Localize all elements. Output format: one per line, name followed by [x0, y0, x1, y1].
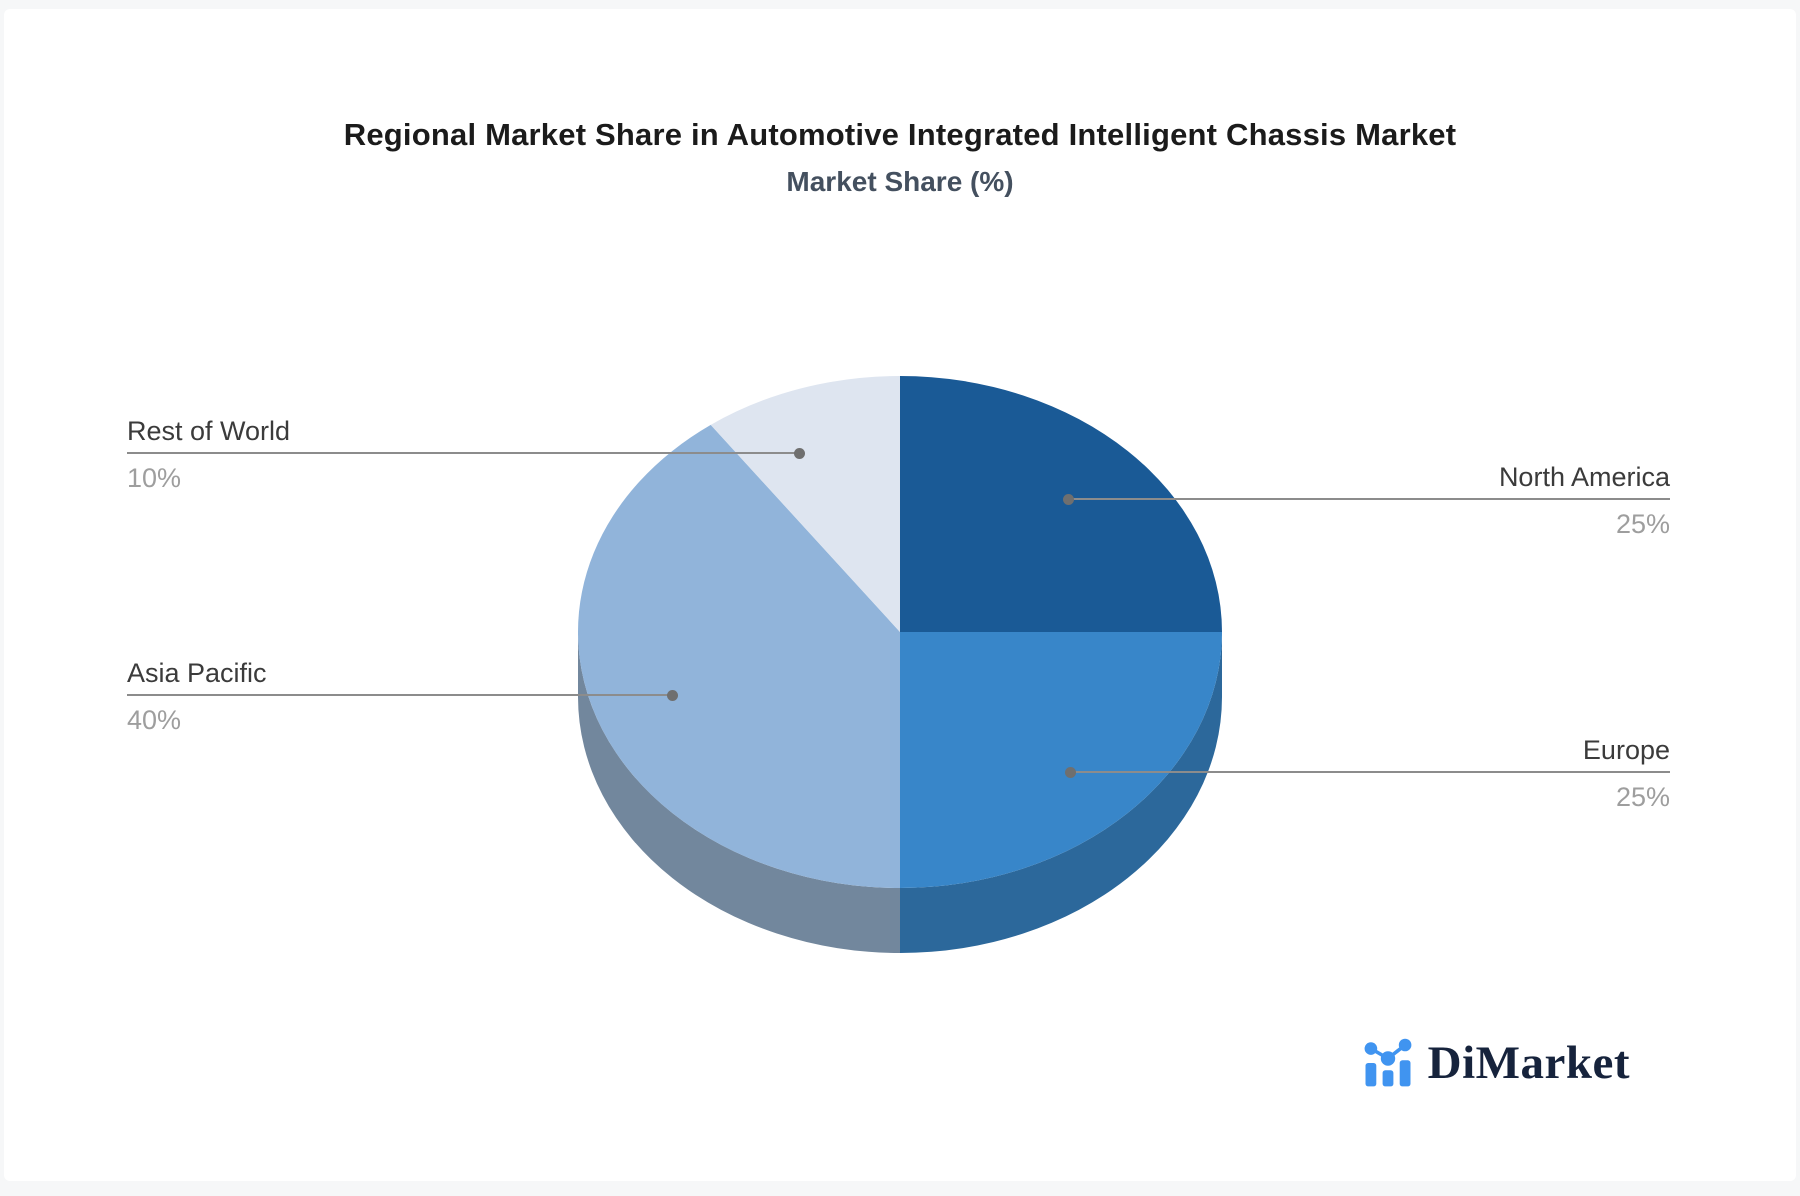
callout-label: Europe — [1582, 735, 1670, 765]
leader-line — [127, 690, 678, 701]
callout-value: 40% — [127, 705, 182, 735]
pie-slice-asia-pacific[interactable] — [577, 424, 900, 888]
brand-logo: DiMarket — [1361, 1036, 1630, 1090]
bar-line-chart-icon — [1364, 1038, 1412, 1087]
chart-title: Regional Market Share in Automotive Inte… — [343, 117, 1457, 152]
leader-dot — [1063, 494, 1074, 505]
callout-rest-of-world: Rest of World 10% — [127, 413, 805, 495]
leader-line — [1063, 494, 1670, 505]
logo-text: DiMarket — [1427, 1037, 1630, 1089]
callout-europe: Europe 25% — [1065, 732, 1670, 814]
pie-side-asia-pacific — [578, 632, 900, 953]
callout-north-america: North America 25% — [1063, 459, 1670, 541]
callout-label: Rest of World — [127, 416, 291, 446]
pie-slice-europe[interactable] — [900, 632, 1222, 888]
pie-side-europe — [900, 632, 1222, 953]
logo-dots — [1364, 1038, 1412, 1066]
chart-subtitle: Market Share (%) — [786, 166, 1014, 197]
logo-bars — [1365, 1060, 1411, 1087]
callout-value: 25% — [1615, 509, 1670, 539]
leader-line — [127, 448, 805, 459]
pie-slice-rest-of-world[interactable] — [710, 376, 900, 632]
callout-value: 25% — [1615, 782, 1670, 812]
callout-asia-pacific: Asia Pacific 40% — [127, 655, 678, 737]
callout-label: Asia Pacific — [127, 658, 267, 688]
leader-dot — [667, 690, 678, 701]
pie-slice-north-america[interactable] — [900, 376, 1222, 632]
leader-dot — [794, 448, 805, 459]
leader-dot — [1065, 767, 1076, 778]
leader-line — [1065, 767, 1670, 778]
callout-value: 10% — [127, 463, 182, 493]
callout-label: North America — [1498, 462, 1670, 492]
